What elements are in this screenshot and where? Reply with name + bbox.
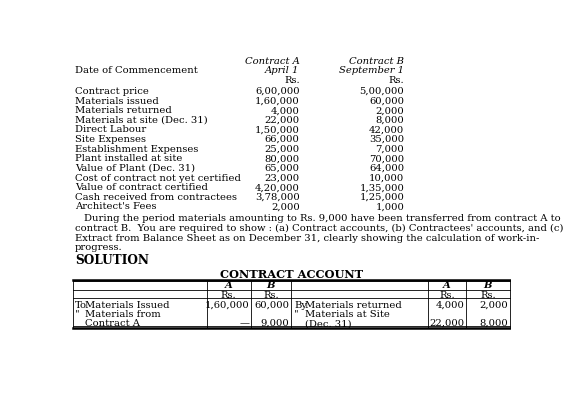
- Text: 2,000: 2,000: [479, 301, 508, 310]
- Text: 9,000: 9,000: [261, 319, 290, 328]
- Text: Site Expenses: Site Expenses: [75, 135, 146, 144]
- Text: 25,000: 25,000: [265, 145, 300, 154]
- Text: 1,25,000: 1,25,000: [360, 193, 404, 202]
- Text: Value of contract certified: Value of contract certified: [75, 183, 208, 192]
- Text: 64,000: 64,000: [369, 164, 404, 173]
- Text: 23,000: 23,000: [265, 173, 300, 183]
- Text: 5,00,000: 5,00,000: [360, 87, 404, 96]
- Text: Contract price: Contract price: [75, 87, 149, 96]
- Text: Rs.: Rs.: [439, 291, 455, 300]
- Text: Contract A: Contract A: [85, 319, 140, 328]
- Text: Plant installed at site: Plant installed at site: [75, 154, 182, 163]
- Text: A: A: [225, 281, 232, 290]
- Text: Architect's Fees: Architect's Fees: [75, 202, 156, 212]
- Text: Rs.: Rs.: [480, 291, 496, 300]
- Text: Materials Issued: Materials Issued: [85, 301, 169, 310]
- Text: Establishment Expenses: Establishment Expenses: [75, 145, 198, 154]
- Text: Materials at site (Dec. 31): Materials at site (Dec. 31): [75, 116, 208, 125]
- Text: 1,50,000: 1,50,000: [255, 125, 300, 134]
- Text: B: B: [267, 281, 275, 290]
- Text: 80,000: 80,000: [265, 154, 300, 163]
- Text: Value of Plant (Dec. 31): Value of Plant (Dec. 31): [75, 164, 195, 173]
- Text: Contract A: Contract A: [245, 57, 300, 66]
- Text: CONTRACT ACCOUNT: CONTRACT ACCOUNT: [220, 269, 362, 280]
- Text: Materials returned: Materials returned: [305, 301, 402, 310]
- Text: progress.: progress.: [75, 243, 123, 252]
- Text: Extract from Balance Sheet as on December 31, clearly showing the calculation of: Extract from Balance Sheet as on Decembe…: [75, 234, 539, 243]
- Text: 1,35,000: 1,35,000: [360, 183, 404, 192]
- Text: 22,000: 22,000: [429, 319, 465, 328]
- Text: Rs.: Rs.: [221, 291, 236, 300]
- Text: A: A: [443, 281, 451, 290]
- Text: Direct Labour: Direct Labour: [75, 125, 146, 134]
- Text: 22,000: 22,000: [265, 116, 300, 125]
- Text: Materials from: Materials from: [85, 310, 161, 319]
- Text: Materials issued: Materials issued: [75, 96, 158, 105]
- Text: Materials at Site: Materials at Site: [305, 310, 390, 319]
- Text: contract B.  You are required to show : (a) Contract accounts, (b) Contractees' : contract B. You are required to show : (…: [75, 224, 563, 233]
- Text: 8,000: 8,000: [479, 319, 508, 328]
- Text: ": ": [294, 310, 299, 319]
- Text: —: —: [239, 319, 249, 328]
- Text: 4,20,000: 4,20,000: [255, 183, 300, 192]
- Text: 4,000: 4,000: [271, 106, 300, 115]
- Text: September 1: September 1: [339, 66, 404, 75]
- Text: 65,000: 65,000: [265, 164, 300, 173]
- Text: 60,000: 60,000: [254, 301, 290, 310]
- Text: 7,000: 7,000: [375, 145, 404, 154]
- Text: By: By: [294, 301, 307, 310]
- Text: B: B: [484, 281, 492, 290]
- Text: 3,78,000: 3,78,000: [255, 193, 300, 202]
- Text: 60,000: 60,000: [369, 96, 404, 105]
- Text: 1,000: 1,000: [375, 202, 404, 212]
- Text: ": ": [75, 310, 80, 319]
- Text: Cash received from contractees: Cash received from contractees: [75, 193, 237, 202]
- Text: Rs.: Rs.: [389, 76, 404, 85]
- Text: 70,000: 70,000: [369, 154, 404, 163]
- Text: 1,60,000: 1,60,000: [204, 301, 249, 310]
- Text: 35,000: 35,000: [369, 135, 404, 144]
- Text: April 1: April 1: [265, 66, 300, 75]
- Text: 66,000: 66,000: [265, 135, 300, 144]
- Text: 42,000: 42,000: [369, 125, 404, 134]
- Text: 1,60,000: 1,60,000: [255, 96, 300, 105]
- Text: Contract B: Contract B: [349, 57, 404, 66]
- Text: (Dec. 31): (Dec. 31): [305, 319, 352, 328]
- Text: SOLUTION: SOLUTION: [75, 254, 149, 267]
- Text: 10,000: 10,000: [369, 173, 404, 183]
- Text: 8,000: 8,000: [375, 116, 404, 125]
- Text: During the period materials amounting to Rs. 9,000 have been transferred from co: During the period materials amounting to…: [84, 214, 561, 223]
- Text: 2,000: 2,000: [271, 202, 300, 212]
- Text: Materials returned: Materials returned: [75, 106, 172, 115]
- Text: Cost of contract not yet certified: Cost of contract not yet certified: [75, 173, 241, 183]
- Text: Date of Commencement: Date of Commencement: [75, 66, 198, 75]
- Text: Rs.: Rs.: [284, 76, 300, 85]
- Text: 6,00,000: 6,00,000: [255, 87, 300, 96]
- Text: Rs.: Rs.: [263, 291, 279, 300]
- Text: 2,000: 2,000: [375, 106, 404, 115]
- Text: To: To: [75, 301, 87, 310]
- Text: 4,000: 4,000: [436, 301, 465, 310]
